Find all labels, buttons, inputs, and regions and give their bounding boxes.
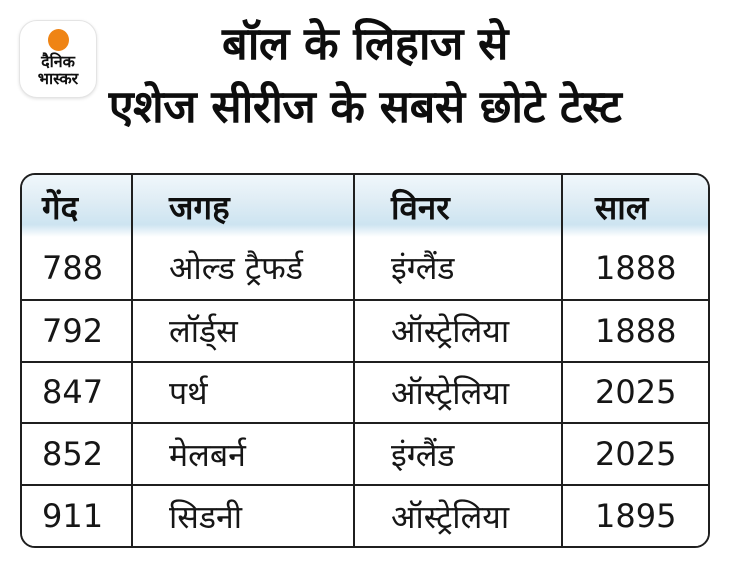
page-header: दैनिक भास्कर बॉल के लिहाज से एशेज सीरीज …: [0, 0, 730, 160]
cell-winner: ऑस्ट्रेलिया: [355, 360, 563, 423]
cell-winner: इंग्लैंड: [355, 237, 563, 299]
page-title: बॉल के लिहाज से एशेज सीरीज के सबसे छोटे …: [0, 12, 730, 138]
logo-name-line2: भास्कर: [37, 69, 79, 88]
cell-balls: 788: [22, 237, 133, 299]
cell-balls: 792: [22, 298, 133, 361]
cell-place: सिडनी: [133, 484, 355, 546]
cell-year: 2025: [563, 422, 708, 485]
column-header-year: साल: [563, 175, 708, 237]
cell-year: 1888: [563, 237, 708, 299]
brand-logo: दैनिक भास्कर: [19, 20, 97, 98]
stats-table: गेंद जगह विनर साल 788 ओल्ड ट्रैफर्ड इंग्…: [20, 173, 710, 548]
page-title-line1: बॉल के लिहाज से: [222, 17, 508, 70]
cell-year: 2025: [563, 360, 708, 423]
column-header-place: जगह: [133, 175, 355, 237]
cell-winner: इंग्लैंड: [355, 422, 563, 485]
cell-place: मेलबर्न: [133, 422, 355, 485]
cell-balls: 847: [22, 360, 133, 423]
cell-winner: ऑस्ट्रेलिया: [355, 298, 563, 361]
cell-place: लॉर्ड्स: [133, 298, 355, 361]
cell-year: 1888: [563, 298, 708, 361]
cell-place: ओल्ड ट्रैफर्ड: [133, 237, 355, 299]
cell-year: 1895: [563, 484, 708, 546]
cell-balls: 852: [22, 422, 133, 485]
cell-balls: 911: [22, 484, 133, 546]
column-header-winner: विनर: [355, 175, 563, 237]
logo-sun-dot-icon: [47, 29, 69, 51]
logo-name-line1: दैनिक: [41, 52, 75, 71]
page-title-line2: एशेज सीरीज के सबसे छोटे टेस्ट: [108, 80, 622, 133]
column-header-balls: गेंद: [22, 175, 133, 237]
cell-winner: ऑस्ट्रेलिया: [355, 484, 563, 546]
cell-place: पर्थ: [133, 360, 355, 423]
